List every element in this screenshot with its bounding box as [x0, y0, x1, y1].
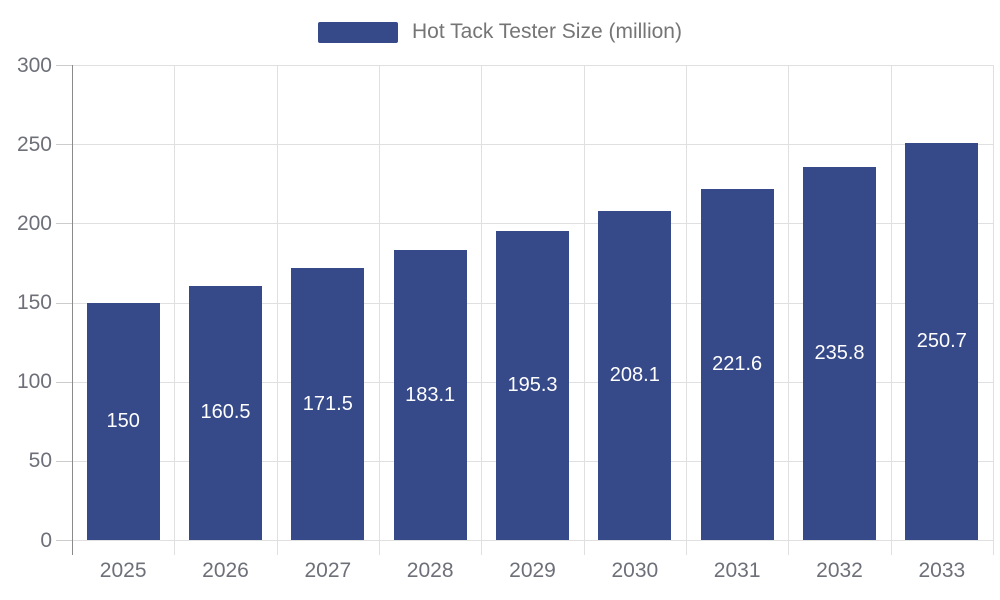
x-axis-label: 2033	[918, 559, 966, 582]
x-gridline	[174, 65, 176, 555]
bar-value-label: 208.1	[609, 363, 660, 386]
legend-label: Hot Tack Tester Size (million)	[412, 20, 682, 43]
y-axis-tick	[56, 223, 72, 225]
bar[interactable]: 171.5	[291, 268, 365, 540]
y-axis-tick	[56, 144, 72, 146]
x-axis-label: 2027	[304, 559, 352, 582]
y-axis-label: 250	[16, 132, 52, 156]
legend-swatch	[318, 21, 398, 43]
bar[interactable]: 195.3	[496, 230, 569, 540]
x-axis-label: 2031	[713, 559, 761, 582]
bar-value-label: 235.8	[814, 341, 865, 364]
bar[interactable]: 250.7	[905, 143, 979, 540]
bar[interactable]: 221.6	[700, 189, 774, 540]
x-axis-label: 2030	[611, 559, 659, 582]
y-axis-tick	[56, 65, 72, 66]
x-axis-label: 2025	[99, 559, 147, 582]
y-axis-label: 0	[40, 528, 52, 552]
y-axis-label: 100	[16, 370, 52, 394]
bar-value-label: 250.7	[916, 330, 967, 353]
y-gridline	[72, 223, 993, 225]
y-axis-label: 300	[16, 53, 52, 77]
bar[interactable]: 160.5	[189, 285, 262, 540]
x-gridline	[481, 65, 483, 555]
bar[interactable]: 183.1	[393, 250, 467, 540]
bar-value-label: 171.5	[302, 392, 353, 415]
x-gridline	[890, 65, 892, 555]
bar[interactable]: 208.1	[598, 210, 672, 540]
y-axis-tick	[56, 302, 72, 304]
y-axis-label: 50	[28, 449, 52, 473]
bar[interactable]: 235.8	[803, 166, 876, 540]
y-gridline	[72, 144, 993, 146]
y-axis-tick	[56, 460, 72, 462]
x-axis-label: 2026	[202, 559, 249, 582]
y-gridline	[72, 540, 993, 541]
bar-value-label: 183.1	[405, 383, 456, 406]
bar[interactable]: 150	[86, 302, 160, 540]
y-gridline	[72, 65, 993, 66]
y-axis-label: 200	[16, 211, 52, 235]
bar-value-label: 195.3	[507, 373, 558, 396]
x-axis-label: 2032	[816, 559, 863, 582]
y-axis-tick	[56, 381, 72, 383]
x-axis-label: 2028	[406, 559, 454, 582]
y-axis-tick	[56, 540, 72, 541]
x-gridline	[686, 65, 687, 555]
x-gridline	[583, 65, 585, 555]
y-axis-label: 150	[16, 291, 52, 314]
y-axis-line	[72, 65, 73, 555]
legend[interactable]: Hot Tack Tester Size (million)	[0, 20, 1000, 44]
bar-value-label: 160.5	[200, 401, 251, 424]
x-gridline	[993, 65, 994, 555]
bar-value-label: 150	[106, 409, 140, 432]
x-gridline	[788, 65, 790, 555]
x-axis-label: 2029	[509, 559, 556, 582]
x-gridline	[379, 65, 380, 555]
bar-value-label: 221.6	[712, 353, 763, 376]
x-gridline	[276, 65, 278, 555]
